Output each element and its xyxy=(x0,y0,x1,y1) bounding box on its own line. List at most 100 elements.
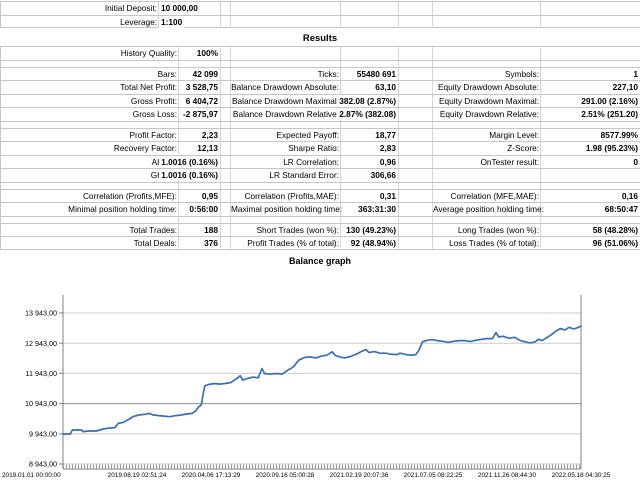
empty-cell xyxy=(433,216,541,223)
empty-cell xyxy=(231,60,341,67)
empty-cell xyxy=(1,60,179,67)
table-row: Total Deals: 376 Profit Trades (% of total… xyxy=(0,236,640,250)
empty-cell xyxy=(541,61,640,67)
empty-cell xyxy=(221,203,231,216)
empty-cell xyxy=(221,237,231,249)
stat-value: 42 099 xyxy=(179,67,221,80)
empty-cell xyxy=(1,182,179,189)
x-tick-label: 2020.04.06 17:13:29 xyxy=(182,472,241,479)
table-row: Gross Loss: -2 875,97 Balance Drawdown Rel… xyxy=(0,107,640,121)
stat-value: 10 000,00 xyxy=(159,2,221,15)
x-minor-ticks xyxy=(63,464,581,469)
stat-value xyxy=(541,47,640,60)
stat-label: Minimal position holding time: xyxy=(1,203,179,216)
empty-cell xyxy=(399,47,433,60)
y-tick-label: 9 943,00 xyxy=(29,429,57,438)
stat-value: 8577.99% xyxy=(541,128,640,142)
empty-cell xyxy=(221,121,231,128)
stat-value: 68:50:47 xyxy=(541,203,640,216)
stat-label xyxy=(231,2,341,15)
empty-cell xyxy=(433,121,541,128)
stat-value: 0,16 xyxy=(541,189,640,203)
stat-value xyxy=(341,2,399,15)
separator-row xyxy=(0,181,640,189)
stat-value xyxy=(341,47,399,60)
empty-cell xyxy=(221,108,231,121)
x-tick-label: 2019.01.01 00:00:00 xyxy=(2,472,61,479)
balance-line xyxy=(62,325,582,435)
empty-cell xyxy=(1,216,179,223)
stat-value: 376 xyxy=(179,237,221,249)
stat-value: 1 xyxy=(541,67,640,81)
empty-cell xyxy=(399,142,433,155)
stat-label: GHPR: xyxy=(1,169,179,182)
y-tick-label: 10 943,00 xyxy=(25,399,57,408)
empty-cell xyxy=(231,121,341,128)
empty-cell xyxy=(399,182,433,189)
stat-label: Z-Score: xyxy=(433,142,541,155)
separator-row xyxy=(0,59,640,67)
stat-label: Total Trades: xyxy=(1,223,179,236)
stat-label: LR Correlation: xyxy=(231,155,341,168)
empty-cell xyxy=(341,121,399,128)
stat-label: Maximal position holding time: xyxy=(231,203,343,216)
stat-value: 92 (48.94%) xyxy=(341,237,399,249)
x-tick-label: 2021.02.19 20:07:36 xyxy=(330,472,389,479)
stat-value: 130 (49.23%) xyxy=(341,223,399,236)
stat-value: 0 xyxy=(541,155,640,169)
empty-cell xyxy=(399,67,433,80)
empty-cell xyxy=(221,128,231,141)
table-row: Initial Deposit: 10 000,00 xyxy=(0,1,640,15)
empty-cell xyxy=(221,67,231,80)
empty-cell xyxy=(221,2,231,15)
stat-value: 2.51% (251.20) xyxy=(541,108,640,121)
stat-label: Balance Drawdown Absolute: xyxy=(231,81,341,94)
empty-cell xyxy=(221,15,231,28)
table-row: Profit Factor: 2,23 Expected Payoff: 18,77 M… xyxy=(0,127,640,142)
stat-label: Profit Trades (% of total): xyxy=(231,237,341,249)
empty-cell xyxy=(341,216,399,223)
empty-cell xyxy=(179,216,221,223)
table-row: Minimal position holding time: 0:56:00 Max… xyxy=(0,202,640,216)
stat-label: Balance Drawdown Relative: xyxy=(232,108,341,121)
stat-label: Gross Loss: xyxy=(1,108,179,121)
stat-value: 291.00 (2.16%) xyxy=(541,94,640,108)
empty-cell xyxy=(179,60,221,67)
stat-label: Leverage: xyxy=(1,15,159,28)
stat-value: 96 (51.06%) xyxy=(541,237,640,249)
stat-label: AHPR: xyxy=(1,155,179,168)
empty-cell xyxy=(221,155,231,168)
table-row: Total Trades: 188 Short Trades (won %): 130… xyxy=(0,222,640,236)
empty-cell xyxy=(341,182,399,189)
separator-row xyxy=(0,120,640,128)
empty-cell xyxy=(221,189,231,202)
y-tick-label: 11 943,00 xyxy=(26,369,57,378)
stat-value: 18,77 xyxy=(341,128,399,141)
stat-value: 1.0016 (0.16%) xyxy=(159,169,221,182)
stat-label: History Quality: xyxy=(1,47,179,60)
stat-label: Balance Drawdown Maximal: xyxy=(232,94,341,107)
x-tick-label: 2021.07.05 08:22:25 xyxy=(404,472,463,479)
empty-cell xyxy=(1,121,179,128)
empty-cell xyxy=(433,182,541,189)
empty-cell xyxy=(231,216,341,223)
empty-cell xyxy=(399,169,433,182)
x-tick-label: 2019.08.19 02:51:24 xyxy=(108,472,167,479)
stat-label: Total Deals: xyxy=(1,237,179,249)
empty-cell xyxy=(221,81,231,94)
settings-table: Initial Deposit: 10 000,00 Leverage: 1:100 xyxy=(0,1,640,28)
stat-label: Bars: xyxy=(1,67,179,80)
stat-value: 12,13 xyxy=(179,142,221,155)
table-row: GHPR:1.0016 (0.16%) LR Standard Error:306… xyxy=(0,168,640,182)
stat-label: Equity Drawdown Relative: xyxy=(433,108,541,121)
stat-value: 6 404,72 xyxy=(179,94,221,107)
stat-label: Loss Trades (% of total): xyxy=(433,237,541,249)
stat-value xyxy=(541,16,640,28)
stat-label: Correlation (Profits,MFE): xyxy=(1,189,179,202)
table-row: Leverage: 1:100 xyxy=(0,14,640,28)
stat-label: Sharpe Ratio: xyxy=(231,142,341,155)
stat-label xyxy=(433,169,541,182)
separator-row xyxy=(0,215,640,223)
empty-cell xyxy=(399,2,433,15)
empty-cell xyxy=(399,155,433,168)
